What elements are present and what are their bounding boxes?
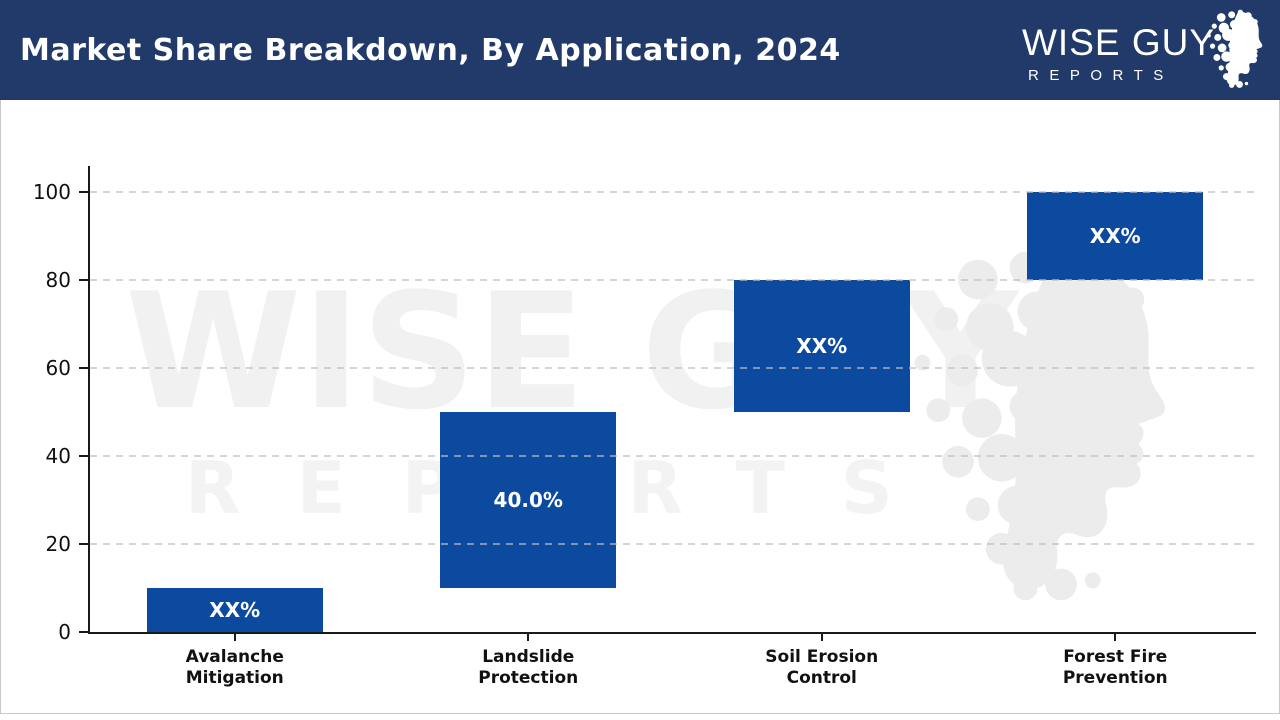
logo-subtext: REPORTS: [1028, 67, 1174, 84]
y-tick-label: 60: [45, 356, 71, 380]
y-tick-label: 0: [58, 620, 71, 644]
y-tick-mark: [79, 543, 88, 545]
bar-segment: [146, 588, 323, 632]
x-axis: [88, 632, 1256, 634]
bar-segment: [733, 280, 910, 412]
y-tick-mark: [79, 631, 88, 633]
x-tick-mark: [233, 632, 236, 641]
logo-wordmark: WISE GUY: [1022, 22, 1215, 63]
bar-segment: [440, 412, 617, 588]
x-category-label: Soil Erosion Control: [765, 647, 879, 688]
logo-face-dots-icon: [1207, 9, 1263, 88]
y-tick-label: 40: [45, 444, 71, 468]
gridline: [90, 191, 1255, 193]
y-tick-label: 100: [32, 180, 71, 204]
bar-value-label: XX%: [209, 598, 261, 622]
x-category-label: Forest Fire Prevention: [1062, 647, 1168, 688]
bar-value-label: 40.0%: [493, 488, 563, 512]
gridline: [90, 367, 1255, 369]
bar-segment: [1027, 192, 1204, 280]
bar-value-label: XX%: [796, 334, 848, 358]
y-tick-mark: [79, 279, 88, 281]
y-tick-label: 80: [45, 268, 71, 292]
gridline: [90, 455, 1255, 457]
x-category-label: Landslide Protection: [478, 647, 579, 688]
x-category-label: Avalanche Mitigation: [185, 647, 284, 688]
gridline: [90, 543, 1255, 545]
x-tick-mark: [1114, 632, 1117, 641]
header: Market Share Breakdown, By Application, …: [0, 0, 1280, 100]
chart-area: WISE GUY REPORTS 020406080100XX%Avalanch…: [0, 100, 1280, 720]
y-tick-mark: [79, 191, 88, 193]
x-tick-mark: [820, 632, 823, 641]
y-tick-label: 20: [45, 532, 71, 556]
chart-title: Market Share Breakdown, By Application, …: [20, 32, 841, 68]
y-axis: [88, 166, 90, 634]
y-tick-mark: [79, 367, 88, 369]
gridline: [90, 279, 1255, 281]
wise-guy-reports-logo: WISE GUY REPORTS: [1022, 9, 1263, 88]
bar-value-label: XX%: [1089, 224, 1141, 248]
x-tick-mark: [527, 632, 530, 641]
y-tick-mark: [79, 455, 88, 457]
